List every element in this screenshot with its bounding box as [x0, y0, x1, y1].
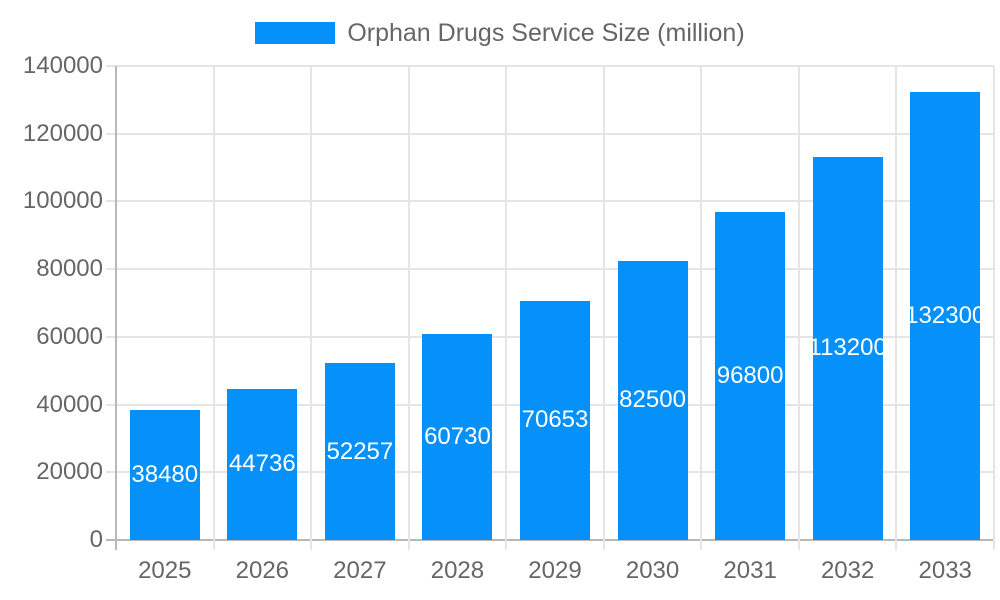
- bar-2027[interactable]: 52257: [324, 363, 395, 540]
- bar-2032[interactable]: 113200: [812, 156, 883, 540]
- y-axis-tick-label: 20000: [36, 458, 103, 486]
- bar-2026[interactable]: 44736: [227, 388, 298, 540]
- y-axis-tick-label: 40000: [36, 390, 103, 418]
- x-axis-tick-label: 2028: [430, 557, 485, 584]
- bar-2025[interactable]: 38480: [129, 409, 200, 540]
- y-gridline: [106, 132, 994, 135]
- x-gridline: [505, 66, 508, 550]
- bar-2028[interactable]: 60730: [422, 334, 493, 540]
- y-axis-tick-label: 0: [89, 526, 103, 553]
- y-gridline: [106, 200, 994, 203]
- x-gridline: [407, 66, 410, 550]
- x-gridline: [212, 66, 215, 550]
- bar-value-label: 82500: [619, 386, 686, 414]
- bar-value-label: 132300: [910, 302, 981, 330]
- legend-swatch-icon: [255, 22, 336, 44]
- bar-value-label: 60730: [424, 423, 491, 451]
- bar-value-label: 96800: [716, 362, 784, 390]
- y-axis-line: [115, 66, 117, 550]
- x-gridline: [797, 66, 800, 550]
- bar-2030[interactable]: 82500: [617, 260, 688, 540]
- x-gridline: [993, 66, 995, 550]
- x-axis-baseline: [106, 539, 994, 541]
- y-axis-tick-label: 100000: [22, 187, 103, 215]
- y-axis-tick-label: 80000: [36, 255, 103, 283]
- y-axis-tick-label: 60000: [36, 322, 103, 350]
- chart-legend[interactable]: Orphan Drugs Service Size (million): [0, 20, 1000, 46]
- x-gridline: [895, 66, 898, 550]
- x-axis-tick-label: 2027: [333, 557, 387, 584]
- x-gridline: [310, 66, 313, 550]
- bar-value-label: 52257: [326, 437, 394, 465]
- x-axis-tick-label: 2031: [723, 557, 777, 584]
- legend-label: Orphan Drugs Service Size (million): [347, 19, 745, 47]
- bar-value-label: 70653: [521, 406, 589, 434]
- x-gridline: [700, 66, 703, 550]
- bar-value-label: 44736: [228, 450, 296, 478]
- y-gridline: [106, 268, 994, 271]
- x-axis-tick-label: 2029: [528, 557, 582, 584]
- bar-2033[interactable]: 132300: [910, 92, 981, 540]
- y-axis-tick-label: 120000: [22, 119, 103, 147]
- x-axis-tick-label: 2030: [625, 557, 680, 584]
- y-axis-tick-label: 140000: [22, 52, 103, 79]
- x-axis-tick-label: 2026: [235, 557, 290, 584]
- bar-value-label: 38480: [131, 460, 199, 488]
- x-axis-tick-label: 2025: [138, 557, 192, 584]
- x-axis-tick-label: 2033: [918, 557, 972, 584]
- bar-value-label: 113200: [812, 334, 883, 362]
- bar-2029[interactable]: 70653: [520, 300, 590, 540]
- x-axis-tick-label: 2032: [820, 557, 875, 584]
- bar-2031[interactable]: 96800: [715, 212, 786, 540]
- y-gridline: [106, 65, 994, 67]
- x-gridline: [602, 66, 605, 550]
